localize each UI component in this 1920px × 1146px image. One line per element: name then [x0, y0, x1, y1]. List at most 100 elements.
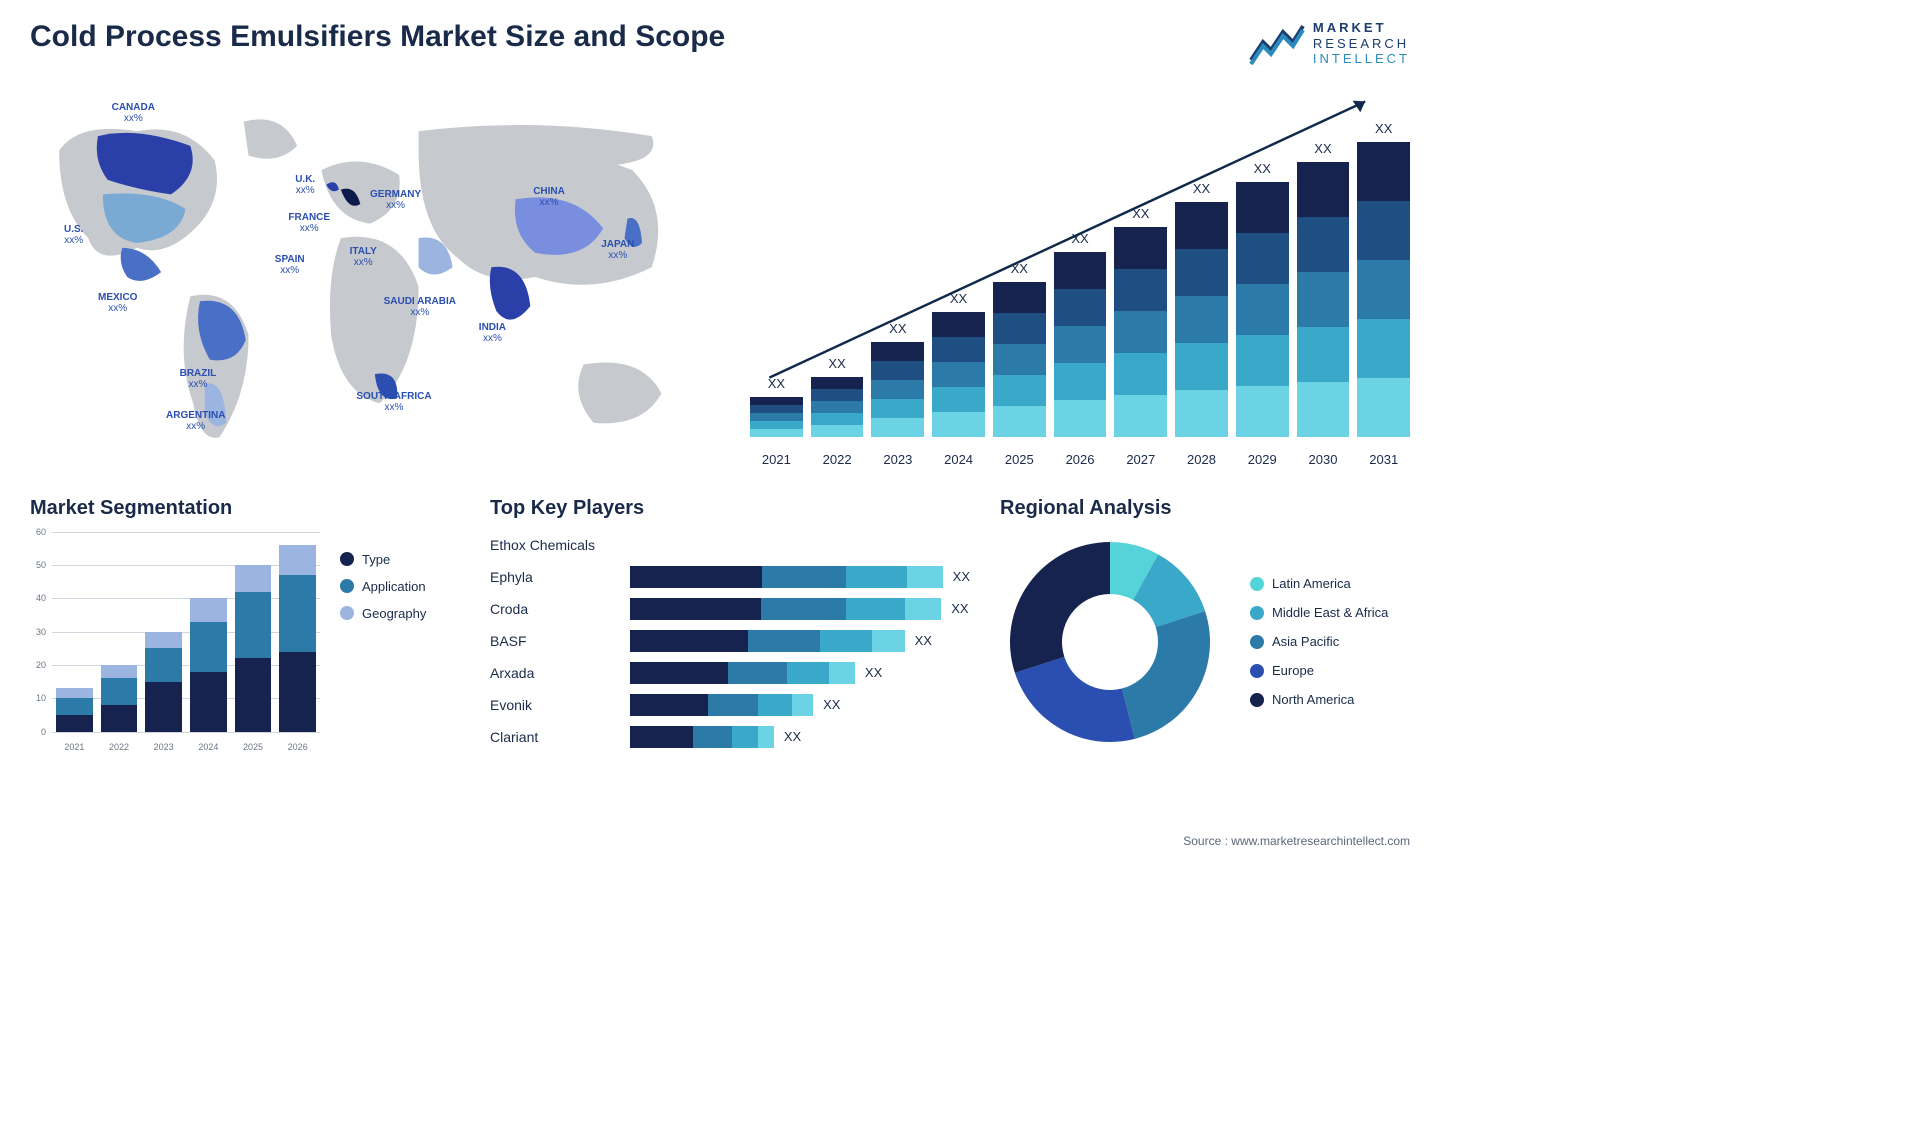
page-title: Cold Process Emulsifiers Market Size and…	[30, 20, 725, 54]
player-row: Arxada XX	[490, 660, 970, 686]
player-bar-segment	[762, 566, 846, 588]
player-bar	[630, 694, 813, 716]
forecast-bar: XX	[871, 342, 924, 437]
brand-logo: MARKET RESEARCH INTELLECT	[1249, 20, 1410, 67]
segmentation-chart: 0102030405060 202120222023202420252026	[30, 532, 320, 752]
map-label: MEXICOxx%	[98, 292, 137, 314]
player-name: Croda	[490, 601, 620, 617]
forecast-value-label: XX	[1071, 231, 1088, 246]
regional-title: Regional Analysis	[1000, 497, 1410, 520]
forecast-year-label: 2031	[1357, 452, 1410, 467]
forecast-bar: XX	[993, 282, 1046, 437]
y-axis-label: 60	[36, 527, 46, 537]
segmentation-title: Market Segmentation	[30, 497, 460, 520]
legend-label: Asia Pacific	[1272, 634, 1339, 649]
map-label: U.K.xx%	[295, 174, 315, 196]
legend-swatch	[1250, 693, 1264, 707]
segmentation-bar-segment	[235, 592, 272, 659]
forecast-bar-segment	[1236, 182, 1289, 233]
segmentation-year-label: 2025	[235, 742, 272, 752]
player-value-label: XX	[784, 729, 801, 744]
player-value-label: XX	[915, 633, 932, 648]
map-label: ITALYxx%	[350, 246, 377, 268]
forecast-bar-segment	[1297, 327, 1350, 382]
forecast-year-label: 2028	[1175, 452, 1228, 467]
forecast-bar-segment	[1175, 343, 1228, 390]
player-bar	[630, 566, 943, 588]
legend-swatch	[1250, 606, 1264, 620]
forecast-year-label: 2030	[1297, 452, 1350, 467]
forecast-bar-segment	[1236, 335, 1289, 386]
player-row: EvonikXX	[490, 692, 970, 718]
forecast-bar: XX	[1175, 202, 1228, 437]
forecast-bar-segment	[1357, 201, 1410, 260]
legend-label: Type	[362, 552, 390, 567]
player-bar-segment	[758, 726, 774, 748]
forecast-bar: XX	[1297, 162, 1350, 437]
forecast-bar-segment	[1175, 249, 1228, 296]
forecast-bar-segment	[1357, 142, 1410, 201]
forecast-bar-segment	[1175, 296, 1228, 343]
forecast-bar-segment	[1175, 390, 1228, 437]
map-label: ARGENTINAxx%	[166, 410, 225, 432]
y-axis-label: 30	[36, 627, 46, 637]
legend-item: Middle East & Africa	[1250, 605, 1388, 620]
source-attribution: Source : www.marketresearchintellect.com	[1183, 834, 1410, 848]
player-bar-segment	[748, 630, 820, 652]
logo-line3: INTELLECT	[1313, 51, 1410, 67]
segmentation-bar-segment	[279, 545, 316, 575]
segmentation-bar-segment	[101, 665, 138, 678]
player-row: EphylaXX	[490, 564, 970, 590]
forecast-bar-segment	[871, 342, 924, 361]
forecast-bar-segment	[932, 412, 985, 437]
legend-label: Europe	[1272, 663, 1314, 678]
y-axis-label: 0	[41, 727, 46, 737]
player-name: Arxada	[490, 665, 620, 681]
forecast-bar-segment	[932, 362, 985, 387]
player-bar-segment	[761, 598, 846, 620]
forecast-value-label: XX	[768, 376, 785, 391]
player-name: Evonik	[490, 697, 620, 713]
map-label: CHINAxx%	[533, 186, 565, 208]
y-axis-label: 20	[36, 660, 46, 670]
map-label: BRAZILxx%	[180, 368, 217, 390]
forecast-value-label: XX	[1193, 181, 1210, 196]
segmentation-bar-segment	[190, 622, 227, 672]
regional-legend: Latin America Middle East & Africa Asia Pa…	[1250, 576, 1388, 707]
legend-swatch	[340, 606, 354, 620]
forecast-bar: XX	[1054, 252, 1107, 437]
map-label: SAUDI ARABIAxx%	[384, 296, 456, 318]
segmentation-bar	[145, 632, 182, 732]
player-bar-segment	[630, 566, 762, 588]
forecast-bar-segment	[1114, 269, 1167, 311]
forecast-bar-segment	[750, 429, 803, 437]
segmentation-bar-segment	[56, 688, 93, 698]
forecast-bar-segment	[750, 397, 803, 405]
forecast-bar-segment	[1054, 363, 1107, 400]
logo-icon	[1249, 20, 1305, 66]
players-panel: Top Key Players Ethox ChemicalsEphylaXXC…	[490, 497, 970, 752]
forecast-year-label: 2022	[811, 452, 864, 467]
segmentation-bar-segment	[279, 575, 316, 652]
segmentation-bar	[279, 545, 316, 732]
player-value-label: XX	[865, 665, 882, 680]
forecast-bar-segment	[1054, 289, 1107, 326]
segmentation-year-label: 2022	[101, 742, 138, 752]
forecast-year-label: 2027	[1114, 452, 1167, 467]
legend-label: North America	[1272, 692, 1354, 707]
player-bar	[630, 662, 855, 684]
player-bar-segment	[829, 662, 855, 684]
player-bar-segment	[905, 598, 942, 620]
donut-slice	[1015, 657, 1135, 742]
map-label: SPAINxx%	[275, 254, 305, 276]
forecast-bar: XX	[1357, 142, 1410, 437]
legend-item: Latin America	[1250, 576, 1388, 591]
forecast-bar-segment	[1054, 326, 1107, 363]
segmentation-bar	[101, 665, 138, 732]
segmentation-bar-segment	[235, 565, 272, 592]
forecast-bar-segment	[1054, 252, 1107, 289]
player-bar-segment	[846, 598, 905, 620]
forecast-bar-segment	[1297, 162, 1350, 217]
player-bar-segment	[907, 566, 943, 588]
forecast-bar-segment	[1114, 395, 1167, 437]
